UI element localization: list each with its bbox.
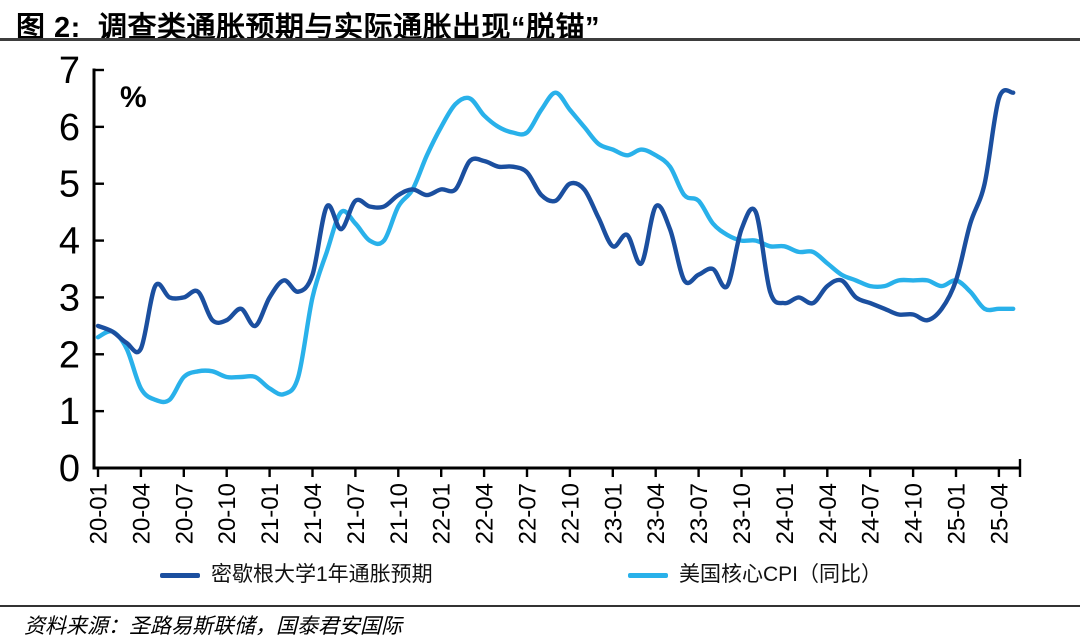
y-tick-label: 5 xyxy=(59,164,80,206)
series-line-0 xyxy=(95,88,1016,355)
x-tick-label: 24-04 xyxy=(815,483,842,544)
title-divider xyxy=(0,38,1080,41)
x-tick-label: 23-04 xyxy=(643,483,670,544)
y-tick-label: 2 xyxy=(59,334,80,376)
y-tick-label: 3 xyxy=(59,277,80,319)
x-tick-label: 20-01 xyxy=(86,483,113,544)
x-tick-label: 20-10 xyxy=(214,483,241,544)
y-tick-label: 7 xyxy=(59,50,80,92)
x-tick-label: 25-01 xyxy=(944,483,971,544)
x-tick-label: 25-04 xyxy=(986,483,1013,544)
x-tick-label: 21-10 xyxy=(386,483,413,544)
x-tick-label: 21-01 xyxy=(257,483,284,544)
source-text: 资料来源：圣路易斯联储，国泰君安国际 xyxy=(24,614,402,636)
y-tick-label: 6 xyxy=(59,107,80,149)
legend-swatch-1 xyxy=(628,572,668,578)
x-tick-label: 23-01 xyxy=(600,483,627,544)
legend-label-1: 美国核心CPI（同比） xyxy=(679,563,883,586)
y-tick-label: 0 xyxy=(59,448,80,490)
x-tick-label: 20-04 xyxy=(128,483,155,544)
x-tick-label: 22-10 xyxy=(557,483,584,544)
y-tick-label: 4 xyxy=(59,221,80,263)
x-tick-label: 23-10 xyxy=(729,483,756,544)
x-tick-label: 21-04 xyxy=(300,483,327,544)
legend-item-core-cpi: 美国核心CPI（同比） xyxy=(628,562,882,588)
series-line-1 xyxy=(95,90,1016,405)
y-unit-label: % xyxy=(120,81,147,114)
x-tick-label: 22-04 xyxy=(472,483,499,544)
x-tick-label: 24-07 xyxy=(858,483,885,544)
source-divider xyxy=(0,605,1080,607)
x-tick-label: 24-10 xyxy=(901,483,928,544)
x-tick-label: 22-01 xyxy=(429,483,456,544)
x-tick-label: 21-07 xyxy=(343,483,370,544)
x-tick-label: 23-07 xyxy=(686,483,713,544)
y-tick-label: 1 xyxy=(59,391,80,433)
x-tick-label: 20-07 xyxy=(171,483,198,544)
legend-label-0: 密歇根大学1年通胀预期 xyxy=(211,563,433,586)
x-tick-label: 24-01 xyxy=(772,483,799,544)
legend-item-michigan: 密歇根大学1年通胀预期 xyxy=(160,562,433,588)
x-tick-label: 22-07 xyxy=(515,483,542,544)
legend-swatch-0 xyxy=(160,572,200,578)
